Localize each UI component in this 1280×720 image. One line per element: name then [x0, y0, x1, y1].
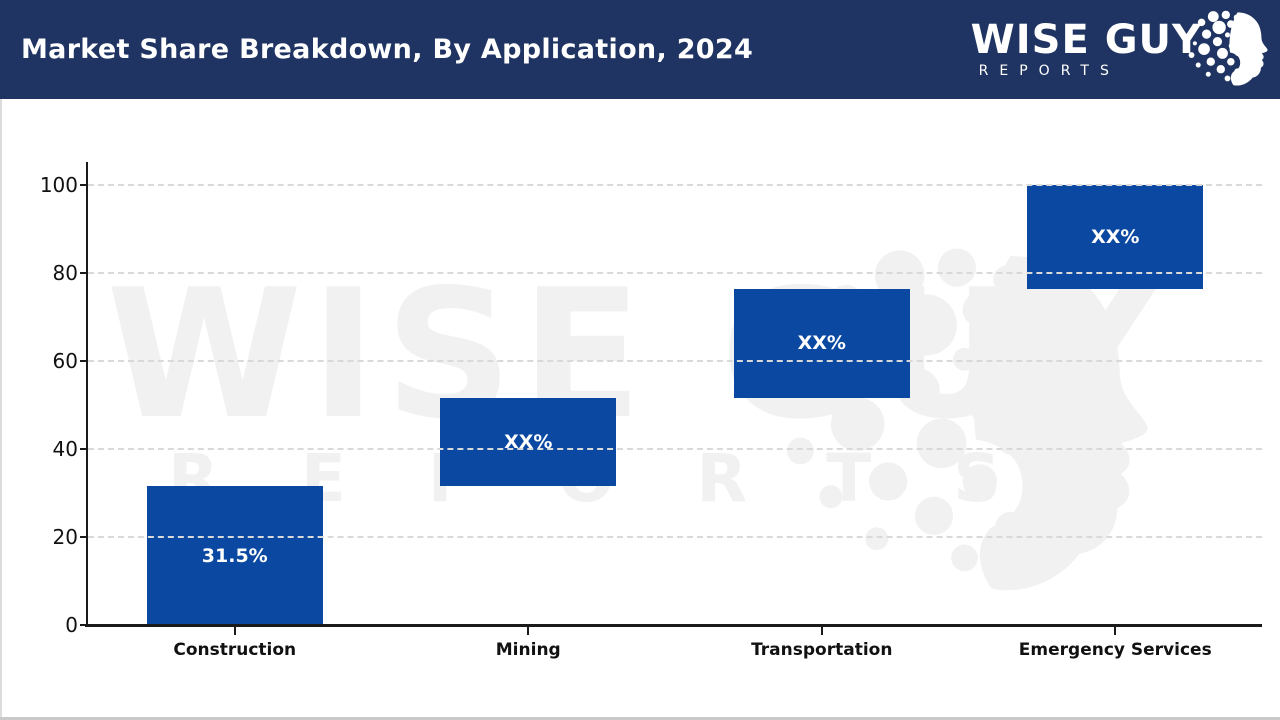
x-tick-0 [233, 627, 236, 635]
chart-title: Market Share Breakdown, By Application, … [21, 34, 754, 65]
logo-tagline-text: REPORTS [978, 63, 1120, 79]
gridline-100 [88, 184, 1262, 186]
bar-construction [146, 486, 323, 625]
y-axis-line [86, 162, 88, 627]
gridline-60 [88, 360, 1262, 362]
x-category-label: Transportation [751, 640, 893, 660]
y-tick-label-100: 100 [39, 173, 78, 197]
x-category-label: Emergency Services [1018, 640, 1212, 660]
wiseguy-head-icon [1188, 10, 1268, 86]
x-category-label: Mining [495, 640, 561, 660]
bar-value-label: XX% [797, 332, 846, 355]
bar-emergency-services [1027, 185, 1204, 289]
header-bar: Market Share Breakdown, By Application, … [0, 0, 1280, 99]
wiseguy-logo: WISE GUY REPORTS [971, 2, 1276, 97]
y-tick-0 [80, 624, 88, 626]
x-tick-2 [820, 627, 823, 635]
y-tick-label-0: 0 [65, 613, 78, 637]
y-tick-60 [80, 360, 88, 362]
x-tick-3 [1114, 627, 1117, 635]
bar-value-label: XX% [504, 431, 553, 454]
x-tick-1 [527, 627, 530, 635]
y-tick-label-40: 40 [52, 437, 78, 461]
x-axis-line [85, 624, 1262, 627]
bar-value-label: XX% [1091, 225, 1140, 248]
gridline-40 [88, 448, 1262, 450]
x-category-label: Construction [173, 640, 297, 660]
y-tick-label-20: 20 [52, 525, 78, 549]
y-tick-80 [80, 272, 88, 274]
page-left-border [0, 99, 2, 717]
bar-value-label: 31.5% [201, 544, 268, 567]
gridline-20 [88, 536, 1262, 538]
logo-name-text: WISE GUY [970, 17, 1202, 63]
gridline-80 [88, 272, 1262, 274]
y-tick-40 [80, 448, 88, 450]
bar-mining [440, 397, 617, 487]
y-tick-20 [80, 536, 88, 538]
y-tick-100 [80, 184, 88, 186]
bar-transportation [733, 288, 910, 398]
y-tick-label-60: 60 [52, 349, 78, 373]
y-tick-label-80: 80 [52, 261, 78, 285]
